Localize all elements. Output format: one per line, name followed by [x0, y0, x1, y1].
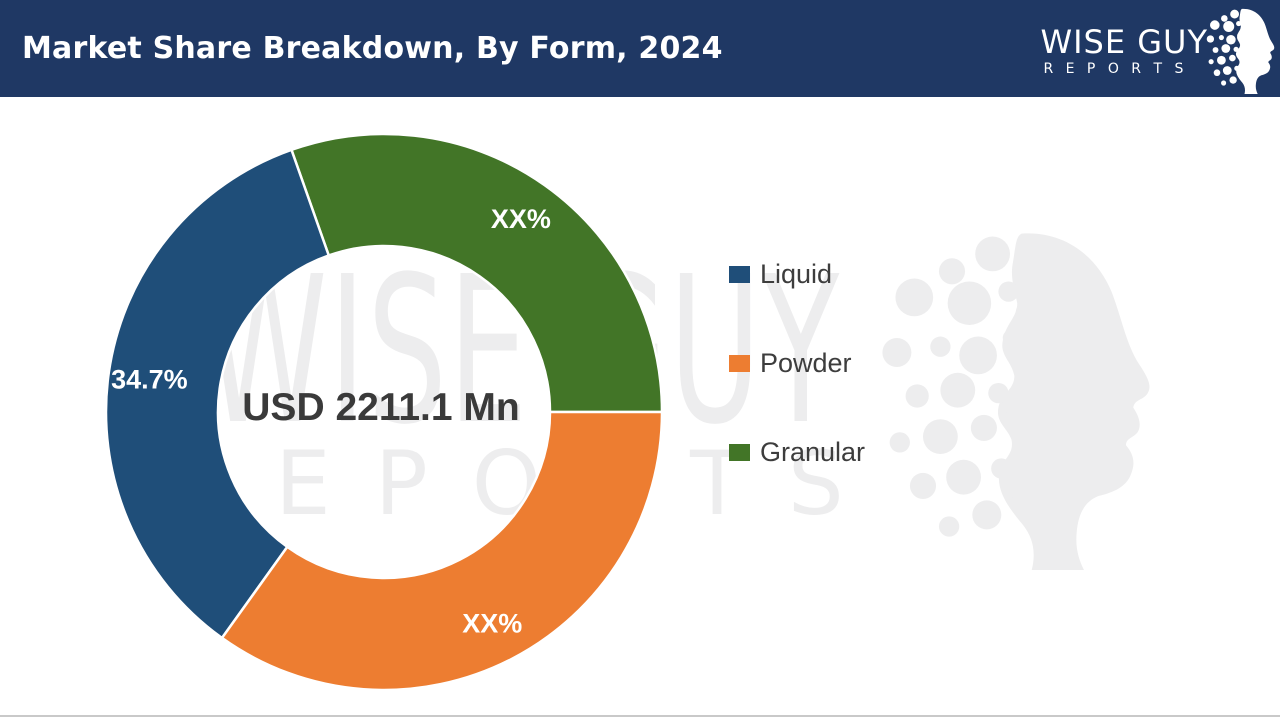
legend-swatch-liquid: [729, 265, 750, 283]
slice-label-liquid: 34.7%: [111, 364, 188, 394]
header-bar: Market Share Breakdown, By Form, 2024 WI…: [0, 0, 1280, 97]
slice-label-granular: XX%: [491, 204, 551, 234]
legend-item-liquid: Liquid: [729, 260, 865, 288]
legend-label-liquid: Liquid: [760, 259, 833, 289]
legend-label-powder: Powder: [760, 348, 852, 378]
legend-swatch-powder: [729, 354, 750, 372]
logo-face-icon: [1206, 8, 1275, 94]
legend-label-granular: Granular: [760, 437, 866, 467]
logo-wordmark: WISE GUY: [1040, 22, 1208, 61]
legend: Liquid Powder Granular: [729, 260, 865, 466]
bottom-divider: [0, 715, 1280, 717]
legend-swatch-granular: [729, 443, 750, 461]
page-title: Market Share Breakdown, By Form, 2024: [22, 31, 723, 66]
legend-item-granular: Granular: [729, 438, 865, 466]
wiseguy-logo: WISE GUY R E P O R T S: [1040, 4, 1276, 96]
logo-subtitle: R E P O R T S: [1043, 60, 1188, 77]
legend-item-powder: Powder: [729, 349, 865, 377]
watermark-face-icon: [882, 233, 1150, 570]
slice-label-powder: XX%: [462, 609, 522, 639]
logo-text-block: WISE GUY R E P O R T S: [1040, 24, 1208, 77]
